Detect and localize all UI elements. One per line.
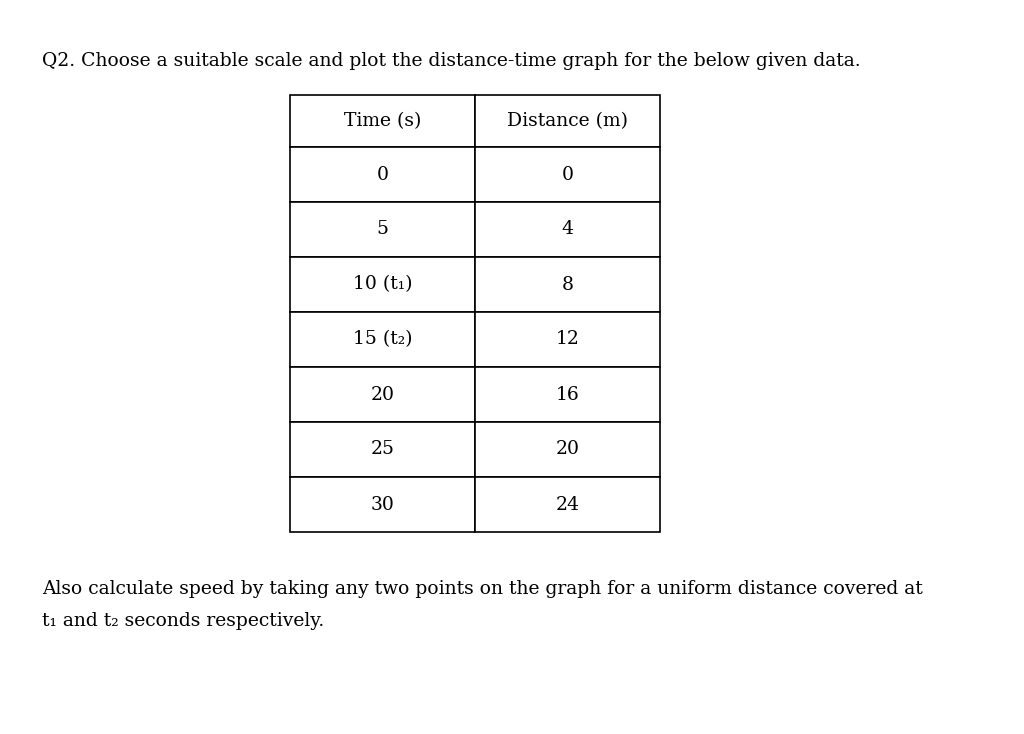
Bar bbox=[290, 312, 475, 367]
Text: Also calculate speed by taking any two points on the graph for a uniform distanc: Also calculate speed by taking any two p… bbox=[42, 580, 923, 598]
Text: Distance (m): Distance (m) bbox=[507, 112, 628, 130]
Bar bbox=[290, 147, 475, 202]
Bar bbox=[475, 422, 660, 477]
Text: 0: 0 bbox=[561, 165, 573, 184]
Bar bbox=[290, 477, 475, 532]
Bar bbox=[475, 312, 660, 367]
Bar bbox=[475, 367, 660, 422]
Text: 20: 20 bbox=[371, 385, 394, 404]
Bar bbox=[290, 95, 475, 147]
Text: 15 (t₂): 15 (t₂) bbox=[352, 330, 413, 349]
Text: 30: 30 bbox=[371, 495, 394, 514]
Bar bbox=[475, 477, 660, 532]
Text: 4: 4 bbox=[561, 220, 573, 239]
Text: Q2. Choose a suitable scale and plot the distance-time graph for the below given: Q2. Choose a suitable scale and plot the… bbox=[42, 52, 860, 70]
Text: 25: 25 bbox=[371, 440, 394, 459]
Text: Time (s): Time (s) bbox=[344, 112, 421, 130]
Bar bbox=[290, 257, 475, 312]
Text: 24: 24 bbox=[555, 495, 580, 514]
Text: 8: 8 bbox=[561, 275, 573, 294]
Bar bbox=[475, 95, 660, 147]
Text: t₁ and t₂ seconds respectively.: t₁ and t₂ seconds respectively. bbox=[42, 612, 325, 630]
Text: 0: 0 bbox=[377, 165, 388, 184]
Bar bbox=[475, 257, 660, 312]
Bar bbox=[290, 422, 475, 477]
Text: 20: 20 bbox=[555, 440, 580, 459]
Text: 5: 5 bbox=[377, 220, 388, 239]
Text: 10 (t₁): 10 (t₁) bbox=[352, 275, 413, 294]
Text: 12: 12 bbox=[556, 330, 580, 349]
Bar bbox=[475, 202, 660, 257]
Bar bbox=[290, 367, 475, 422]
Bar bbox=[290, 202, 475, 257]
Text: 16: 16 bbox=[556, 385, 580, 404]
Bar bbox=[475, 147, 660, 202]
